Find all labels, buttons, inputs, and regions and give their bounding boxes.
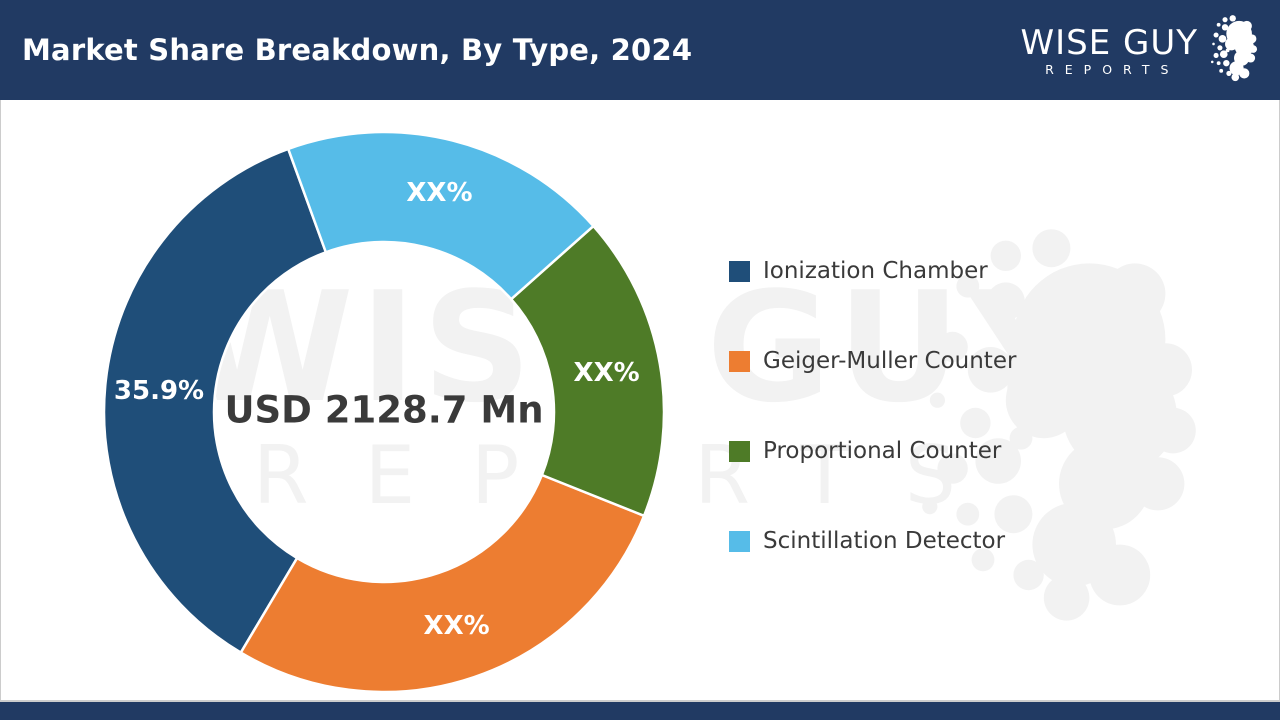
watermark-face-icon <box>922 229 1196 621</box>
slice-value-label: XX% <box>424 611 490 641</box>
legend-item-label: Geiger-Muller Counter <box>763 348 1017 374</box>
slice-proportional-counter <box>509 224 666 518</box>
slice-value-label: XX% <box>406 178 472 208</box>
legend: Ionization Chamber Geiger-Muller Counter P… <box>729 258 1016 554</box>
legend-item-ionization-chamber: Ionization Chamber <box>729 258 1016 284</box>
brand-logo-text: WISE GUY <box>1020 22 1198 63</box>
slice-geiger-muller-counter <box>239 473 646 694</box>
slice-value-label: XX% <box>574 358 640 388</box>
legend-item-label: Ionization Chamber <box>763 258 988 284</box>
legend-item-label: Scintillation Detector <box>763 528 1006 554</box>
brand-logo-subtext: REPORTS <box>1045 61 1180 77</box>
legend-swatch-icon <box>729 440 750 462</box>
slice-ionization-chamber <box>102 147 328 654</box>
page-title: Market Share Breakdown, By Type, 2024 <box>22 33 693 67</box>
chart-area: WISE GUY REPORTS 35.9%XX%XX%XX% USD 2128… <box>0 100 1280 702</box>
header-bar: Market Share Breakdown, By Type, 2024 WI… <box>0 0 1280 100</box>
donut-chart: 35.9% XX% XX% XX% <box>102 130 666 694</box>
legend-swatch-icon <box>729 260 750 282</box>
brand-logo: WISE GUY REPORTS <box>1020 8 1266 94</box>
legend-item-label: Proportional Counter <box>763 438 1002 464</box>
legend-item-proportional-counter: Proportional Counter <box>729 438 1016 464</box>
chart-center-value: USD 2128.7 Mn <box>224 388 544 432</box>
legend-item-geiger-muller-counter: Geiger-Muller Counter <box>729 348 1016 374</box>
legend-item-scintillation-detector: Scintillation Detector <box>729 528 1016 554</box>
brand-face-icon <box>1210 15 1258 82</box>
legend-swatch-icon <box>729 350 750 372</box>
slice-value-label: 35.9% <box>114 376 204 406</box>
footer-bar <box>0 702 1280 720</box>
slice-scintillation-detector <box>286 130 595 301</box>
legend-swatch-icon <box>729 530 750 552</box>
